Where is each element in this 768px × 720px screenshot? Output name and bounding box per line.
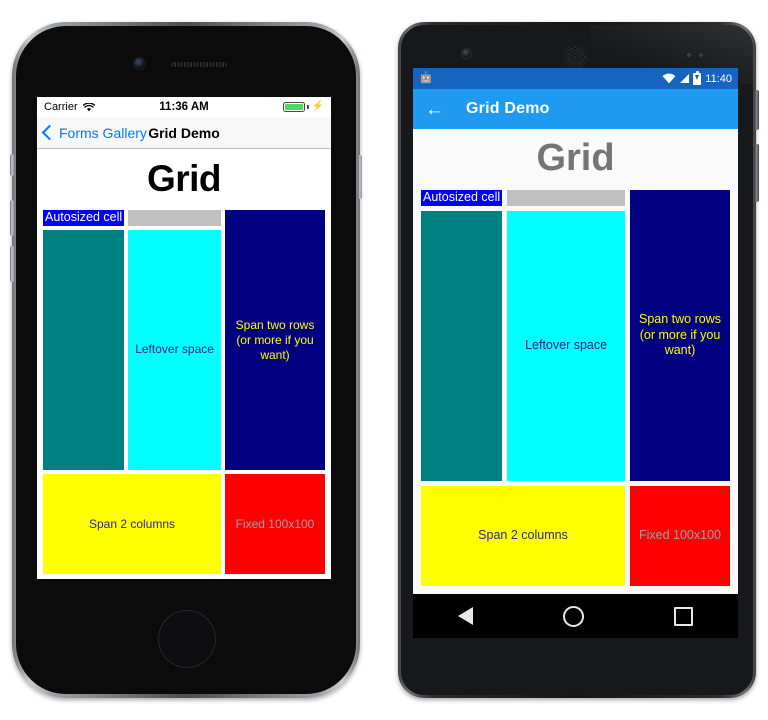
- android-device-mockup: 🤖 11:40 ← Grid Demo Grid Autosized cell: [398, 22, 759, 698]
- android-screen: 🤖 11:40 ← Grid Demo Grid Autosized cell: [413, 68, 738, 638]
- wifi-icon: [662, 73, 676, 84]
- grid-cell-span-two-rows[interactable]: Span two rows (or more if you want): [225, 210, 325, 470]
- proximity-sensor-icon: [685, 53, 705, 57]
- grid-cell-leftover-space[interactable]: Leftover space: [128, 229, 221, 470]
- front-camera-icon: [462, 49, 471, 58]
- charging-bolt-icon: ⚡: [311, 101, 324, 112]
- page-title: Grid: [536, 137, 615, 179]
- grid-cell-autosized[interactable]: Autosized cell: [421, 190, 503, 206]
- ios-status-right: ⚡: [282, 101, 324, 112]
- grid-cell-fixed[interactable]: Fixed 100x100: [630, 486, 730, 586]
- android-toolbar: ← Grid Demo: [413, 89, 738, 129]
- battery-nub: [307, 105, 309, 109]
- android-page-content: Grid Autosized cell Span two rows (or mo…: [413, 129, 738, 594]
- android-status-bar: 🤖 11:40: [413, 68, 738, 89]
- wifi-icon: [82, 102, 95, 111]
- carrier-group: Carrier: [44, 101, 95, 113]
- chevron-left-icon: [41, 124, 58, 141]
- arrow-left-icon[interactable]: ←: [425, 98, 444, 120]
- grid-cell-gray[interactable]: [507, 190, 625, 206]
- ios-page-content: Grid Autosized cell Span two rows (or mo…: [37, 149, 331, 579]
- grid-cell-teal[interactable]: [43, 229, 125, 470]
- grid-cell-autosized[interactable]: Autosized cell: [43, 210, 125, 226]
- signal-icon: [680, 74, 690, 83]
- grid-cell-gray[interactable]: [128, 210, 221, 226]
- earpiece-speaker-icon: [171, 62, 227, 67]
- grid-cell-span-two-columns[interactable]: Span 2 columns: [421, 486, 625, 586]
- iphone-screen: Carrier 11:36 AM ⚡ Forms Ga: [37, 97, 331, 579]
- earpiece-speaker-icon: [564, 46, 586, 68]
- volume-up-button[interactable]: [10, 200, 14, 236]
- front-camera-icon: [134, 58, 145, 69]
- carrier-label: Carrier: [44, 101, 78, 113]
- power-button[interactable]: [755, 90, 759, 130]
- grid-demo-layout: Autosized cell Span two rows (or more if…: [413, 190, 738, 594]
- volume-down-button[interactable]: [10, 246, 14, 282]
- mute-switch[interactable]: [10, 154, 14, 176]
- grid-cell-span-two-rows[interactable]: Span two rows (or more if you want): [630, 190, 730, 481]
- android-clock: 11:40: [705, 72, 732, 85]
- iphone-device-mockup: Carrier 11:36 AM ⚡ Forms Ga: [10, 22, 362, 698]
- android-nav-bar: [413, 594, 738, 638]
- home-circle-icon[interactable]: [563, 605, 584, 627]
- grid-cell-leftover-space[interactable]: Leftover space: [507, 210, 625, 481]
- volume-rocker[interactable]: [755, 144, 759, 202]
- back-button-label: Forms Gallery: [59, 124, 147, 141]
- grid-cell-span-two-columns[interactable]: Span 2 columns: [43, 474, 221, 574]
- ios-nav-bar: Forms Gallery Grid Demo: [37, 117, 331, 149]
- grid-demo-layout: Autosized cell Span two rows (or more if…: [37, 210, 331, 579]
- android-status-right: 11:40: [662, 70, 732, 85]
- back-button[interactable]: Forms Gallery: [41, 124, 147, 141]
- battery-icon: [693, 70, 702, 85]
- page-title: Grid: [146, 158, 222, 199]
- grid-cell-teal[interactable]: [421, 210, 503, 481]
- android-robot-icon: 🤖: [419, 72, 433, 84]
- android-toolbar-title: Grid Demo: [466, 100, 550, 117]
- recents-square-icon[interactable]: [674, 606, 693, 626]
- battery-icon: [282, 102, 305, 112]
- home-button[interactable]: [158, 610, 216, 668]
- ios-status-bar: Carrier 11:36 AM ⚡: [37, 97, 331, 117]
- power-button[interactable]: [358, 155, 362, 199]
- back-triangle-icon[interactable]: [458, 607, 473, 625]
- grid-cell-fixed[interactable]: Fixed 100x100: [225, 474, 325, 574]
